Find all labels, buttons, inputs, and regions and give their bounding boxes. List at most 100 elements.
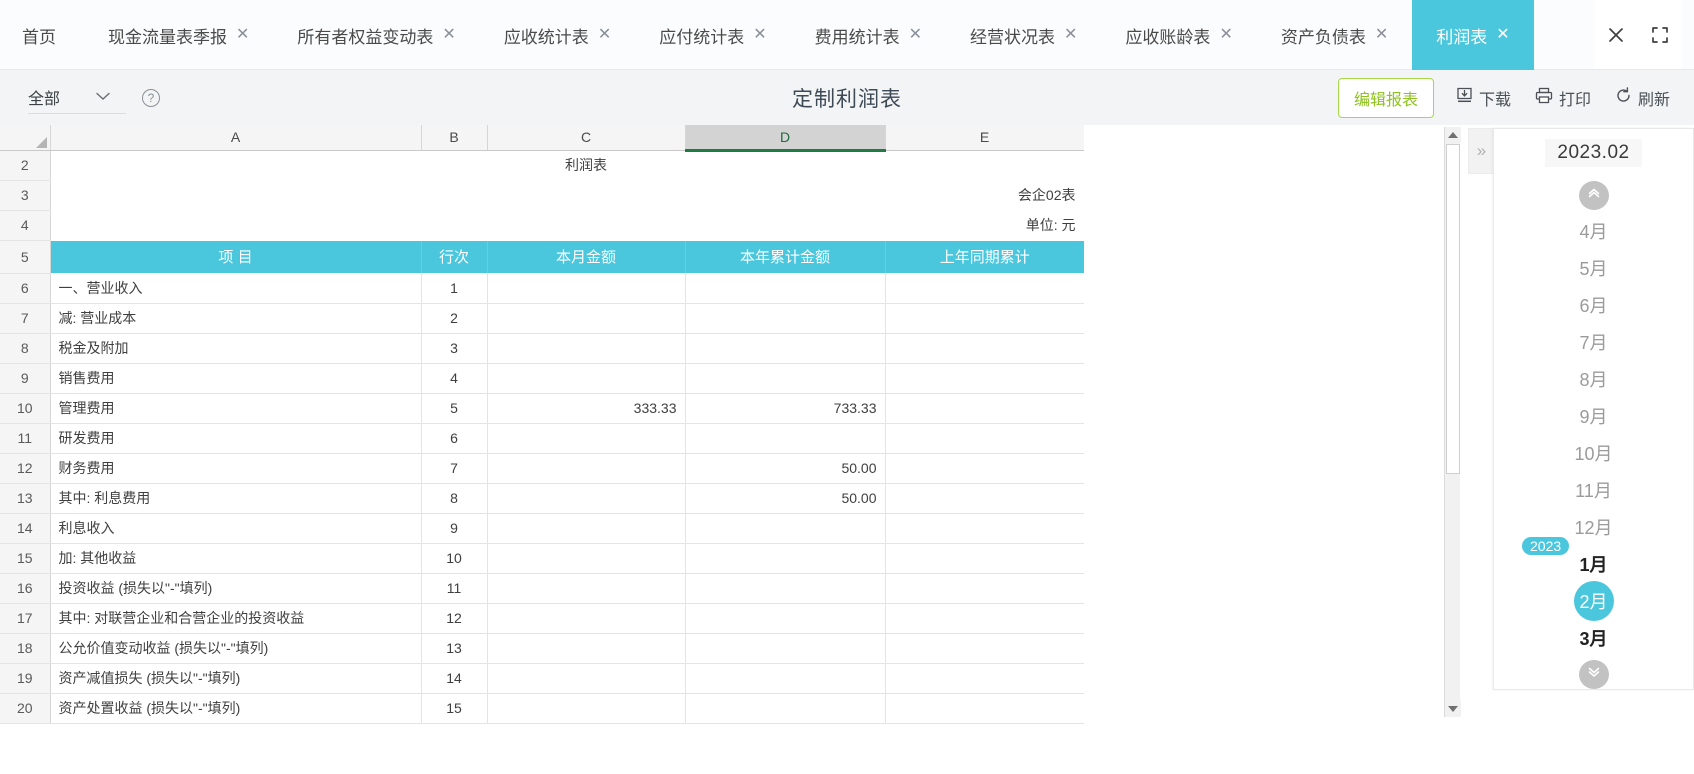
tab-2[interactable]: 所有者权益变动表 ✕ <box>273 0 479 70</box>
scroll-down-arrow-icon[interactable] <box>1445 701 1461 717</box>
cell-month-amount[interactable] <box>487 483 686 514</box>
cell-line-no[interactable]: 10 <box>421 543 488 574</box>
close-icon[interactable] <box>1594 0 1638 69</box>
cell-a[interactable] <box>50 210 421 240</box>
tab-close-icon[interactable]: ✕ <box>908 26 923 43</box>
month-item-2月[interactable]: 2月 <box>1494 580 1693 621</box>
cell-prior-amount[interactable] <box>885 333 1084 364</box>
cell-month-amount[interactable] <box>487 663 686 694</box>
download-button[interactable]: 下载 <box>1456 86 1511 110</box>
month-item-4月[interactable]: 4月 <box>1494 212 1693 249</box>
cell-c[interactable] <box>487 210 685 240</box>
scroll-up-arrow-icon[interactable] <box>1445 127 1461 143</box>
cell-month-amount[interactable] <box>487 543 686 574</box>
cell-c[interactable] <box>487 180 685 210</box>
cell-prior-amount[interactable] <box>885 663 1084 694</box>
cell-ytd-amount[interactable] <box>685 603 886 634</box>
expand-icon[interactable] <box>1638 0 1682 69</box>
row-header[interactable]: 12 <box>0 453 51 484</box>
row-header[interactable]: 19 <box>0 663 51 694</box>
print-button[interactable]: 打印 <box>1535 86 1591 110</box>
period-panel-collapse-button[interactable]: » <box>1468 128 1494 174</box>
row-header[interactable]: 8 <box>0 333 51 364</box>
row-header[interactable]: 4 <box>0 210 51 241</box>
cell-line-no[interactable]: 15 <box>421 693 488 724</box>
cell-line-no[interactable]: 6 <box>421 423 488 454</box>
column-header-e[interactable]: E <box>885 125 1085 151</box>
cell-prior-amount[interactable] <box>885 423 1084 454</box>
cell-ytd-amount[interactable] <box>685 513 886 544</box>
month-item-12月[interactable]: 12月 <box>1494 508 1693 545</box>
row-header[interactable]: 13 <box>0 483 51 514</box>
row-header[interactable]: 16 <box>0 573 51 604</box>
cell-item[interactable]: 销售费用 <box>50 363 422 394</box>
cell-prior-amount[interactable] <box>885 543 1084 574</box>
tab-6[interactable]: 经营状况表 ✕ <box>946 0 1101 70</box>
cell-d[interactable] <box>685 210 885 240</box>
column-header-b[interactable]: B <box>421 125 488 151</box>
cell-prior-amount[interactable] <box>885 573 1084 604</box>
cell-b[interactable] <box>421 180 487 210</box>
tab-4[interactable]: 应付统计表 ✕ <box>635 0 790 70</box>
current-period-label[interactable]: 2023.02 <box>1545 139 1642 167</box>
cell-ytd-amount[interactable] <box>685 663 886 694</box>
cell-a[interactable] <box>50 150 421 180</box>
cell-item[interactable]: 利息收入 <box>50 513 422 544</box>
cell-line-no[interactable]: 9 <box>421 513 488 544</box>
tab-close-icon[interactable]: ✕ <box>1496 26 1510 43</box>
cell-d[interactable] <box>685 180 885 210</box>
tab-9[interactable]: 利润表 ✕ <box>1412 0 1534 70</box>
cell-line-no[interactable]: 12 <box>421 603 488 634</box>
period-scroll-up-button[interactable] <box>1578 181 1609 210</box>
tab-7[interactable]: 应收账龄表 ✕ <box>1101 0 1256 70</box>
cell-month-amount[interactable] <box>487 693 686 724</box>
cell-month-amount[interactable] <box>487 573 686 604</box>
row-header[interactable]: 14 <box>0 513 51 544</box>
cell-month-amount[interactable] <box>487 423 686 454</box>
month-item-1月[interactable]: 2023 1月 <box>1494 537 1693 582</box>
cell-ytd-amount[interactable]: 50.00 <box>685 453 886 484</box>
cell-month-amount[interactable] <box>487 363 686 394</box>
header-cell-month[interactable]: 本月金额 <box>487 240 686 273</box>
column-header-c[interactable]: C <box>487 125 686 151</box>
tab-3[interactable]: 应收统计表 ✕ <box>480 0 635 70</box>
cell-item[interactable]: 管理费用 <box>50 393 422 424</box>
cell-item[interactable]: 公允价值变动收益 (损失以"-"填列) <box>50 633 422 664</box>
row-header[interactable]: 17 <box>0 603 51 634</box>
cell-item[interactable]: 资产处置收益 (损失以"-"填列) <box>50 693 422 724</box>
column-header-a[interactable]: A <box>50 125 422 151</box>
cell-month-amount[interactable] <box>487 633 686 664</box>
cell-prior-amount[interactable] <box>885 693 1084 724</box>
month-item-8月[interactable]: 8月 <box>1494 360 1693 397</box>
cell-line-no[interactable]: 8 <box>421 483 488 514</box>
cell-line-no[interactable]: 4 <box>421 363 488 394</box>
cell-prior-amount[interactable] <box>885 393 1084 424</box>
cell-e[interactable] <box>885 150 1084 180</box>
column-header-d[interactable]: D <box>685 125 886 152</box>
cell-line-no[interactable]: 3 <box>421 333 488 364</box>
cell-item[interactable]: 加: 其他收益 <box>50 543 422 574</box>
period-scroll-down-button[interactable] <box>1578 660 1609 689</box>
month-item-11月[interactable]: 11月 <box>1494 471 1693 508</box>
sheet-meta-cell[interactable]: 会企02表 <box>1017 187 1076 203</box>
cell-prior-amount[interactable] <box>885 273 1084 304</box>
tab-5[interactable]: 费用统计表 ✕ <box>791 0 946 70</box>
row-header[interactable]: 20 <box>0 693 51 724</box>
cell-ytd-amount[interactable] <box>685 543 886 574</box>
cell-line-no[interactable]: 2 <box>421 303 488 334</box>
cell-month-amount[interactable] <box>487 453 686 484</box>
cell-month-amount[interactable] <box>487 603 686 634</box>
cell-item[interactable]: 减: 营业成本 <box>50 303 422 334</box>
month-item-3月[interactable]: 3月 <box>1494 619 1693 656</box>
row-header[interactable]: 15 <box>0 543 51 574</box>
row-header[interactable]: 18 <box>0 633 51 664</box>
cell-ytd-amount[interactable] <box>685 423 886 454</box>
scope-filter-dropdown[interactable]: 全部 <box>28 82 126 114</box>
edit-report-button[interactable]: 编辑报表 <box>1337 77 1434 118</box>
help-icon[interactable]: ? <box>142 88 160 107</box>
row-header[interactable]: 9 <box>0 363 51 394</box>
cell-a[interactable] <box>50 180 421 210</box>
cell-ytd-amount[interactable] <box>685 303 886 334</box>
select-all-corner[interactable] <box>0 125 51 151</box>
